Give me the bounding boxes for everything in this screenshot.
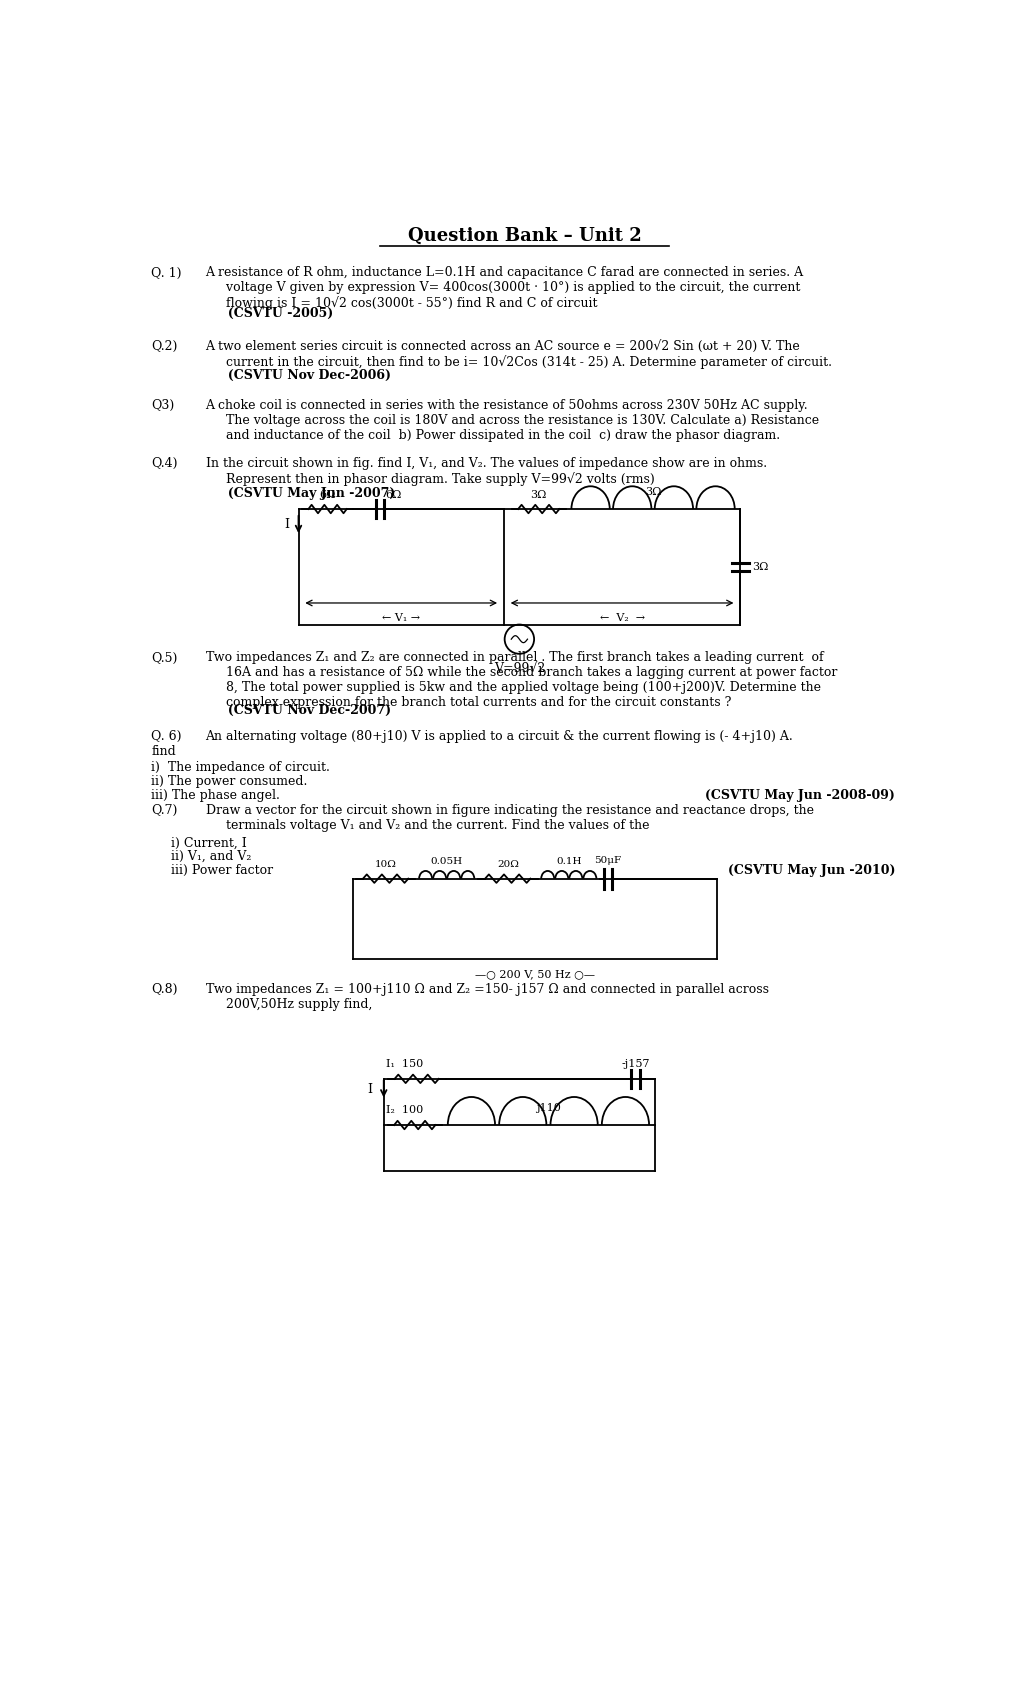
Text: 50μF: 50μF (594, 856, 622, 864)
Text: Two impedances Z₁ and Z₂ are connected in parallel . The first branch takes a le: Two impedances Z₁ and Z₂ are connected i… (206, 651, 837, 709)
Text: Q.7): Q.7) (152, 805, 177, 816)
Text: (CSVTU May Jun -2008-09): (CSVTU May Jun -2008-09) (706, 789, 895, 801)
Text: ii) The power consumed.: ii) The power consumed. (152, 774, 307, 788)
Text: I: I (285, 517, 289, 531)
Text: 3Ω: 3Ω (645, 488, 662, 497)
Text: j110: j110 (536, 1104, 561, 1114)
Text: -j157: -j157 (622, 1058, 650, 1068)
Text: 3Ω: 3Ω (752, 561, 768, 572)
Text: find: find (152, 745, 176, 759)
Text: i) Current, I: i) Current, I (171, 837, 247, 849)
Text: Q3): Q3) (152, 400, 174, 412)
Text: I₂  100: I₂ 100 (386, 1106, 423, 1116)
Text: I: I (368, 1084, 372, 1095)
Text: Q. 1): Q. 1) (152, 267, 181, 279)
Text: (CSVTU -2005): (CSVTU -2005) (206, 306, 333, 320)
Text: 6Ω: 6Ω (319, 490, 336, 500)
Text: 3Ω: 3Ω (530, 490, 547, 500)
Text: 20Ω: 20Ω (497, 859, 519, 869)
Text: (CSVTU Nov Dec-2007): (CSVTU Nov Dec-2007) (206, 704, 390, 716)
Text: iii) The phase angel.: iii) The phase angel. (152, 789, 281, 801)
Text: Q. 6): Q. 6) (152, 730, 181, 743)
Text: Question Bank – Unit 2: Question Bank – Unit 2 (408, 226, 642, 245)
Text: 6Ω: 6Ω (386, 490, 402, 500)
Text: ←  V₂  →: ← V₂ → (599, 612, 645, 623)
Text: Q.5): Q.5) (152, 651, 177, 665)
Text: iii) Power factor: iii) Power factor (171, 864, 272, 878)
Text: A two element series circuit is connected across an AC source e = 200√2 Sin (ωt : A two element series circuit is connecte… (206, 340, 831, 369)
Text: (CSVTU May Jun -2007): (CSVTU May Jun -2007) (206, 486, 395, 500)
Text: Q.2): Q.2) (152, 340, 177, 352)
Text: 0.05H: 0.05H (431, 857, 463, 866)
Text: ← V₁ →: ← V₁ → (382, 612, 420, 623)
Text: A resistance of R ohm, inductance L=0.1H and capacitance C farad are connected i: A resistance of R ohm, inductance L=0.1H… (206, 267, 804, 310)
Text: Q.4): Q.4) (152, 458, 178, 471)
Text: ii) V₁, and V₂: ii) V₁, and V₂ (171, 850, 251, 862)
Text: V=99√2: V=99√2 (494, 662, 545, 675)
Text: i)  The impedance of circuit.: i) The impedance of circuit. (152, 760, 330, 774)
Text: Q.8): Q.8) (152, 983, 178, 995)
Text: An alternating voltage (80+j10) V is applied to a circuit & the current flowing : An alternating voltage (80+j10) V is app… (206, 730, 794, 743)
Text: Two impedances Z₁ = 100+j110 Ω and Z₂ =150- j157 Ω and connected in parallel acr: Two impedances Z₁ = 100+j110 Ω and Z₂ =1… (206, 983, 768, 1010)
Text: A choke coil is connected in series with the resistance of 50ohms across 230V 50: A choke coil is connected in series with… (206, 400, 818, 442)
Text: —○ 200 V, 50 Hz ○—: —○ 200 V, 50 Hz ○— (475, 970, 595, 980)
Text: 10Ω: 10Ω (375, 859, 396, 869)
Text: I₁  150: I₁ 150 (386, 1058, 423, 1068)
Text: (CSVTU May Jun -2010): (CSVTU May Jun -2010) (728, 864, 895, 878)
Text: In the circuit shown in fig. find I, V₁, and V₂. The values of impedance show ar: In the circuit shown in fig. find I, V₁,… (206, 458, 767, 486)
Text: Draw a vector for the circuit shown in figure indicating the resistance and reac: Draw a vector for the circuit shown in f… (206, 805, 813, 832)
Text: 0.1H: 0.1H (556, 857, 582, 866)
Text: (CSVTU Nov Dec-2006): (CSVTU Nov Dec-2006) (206, 369, 390, 383)
